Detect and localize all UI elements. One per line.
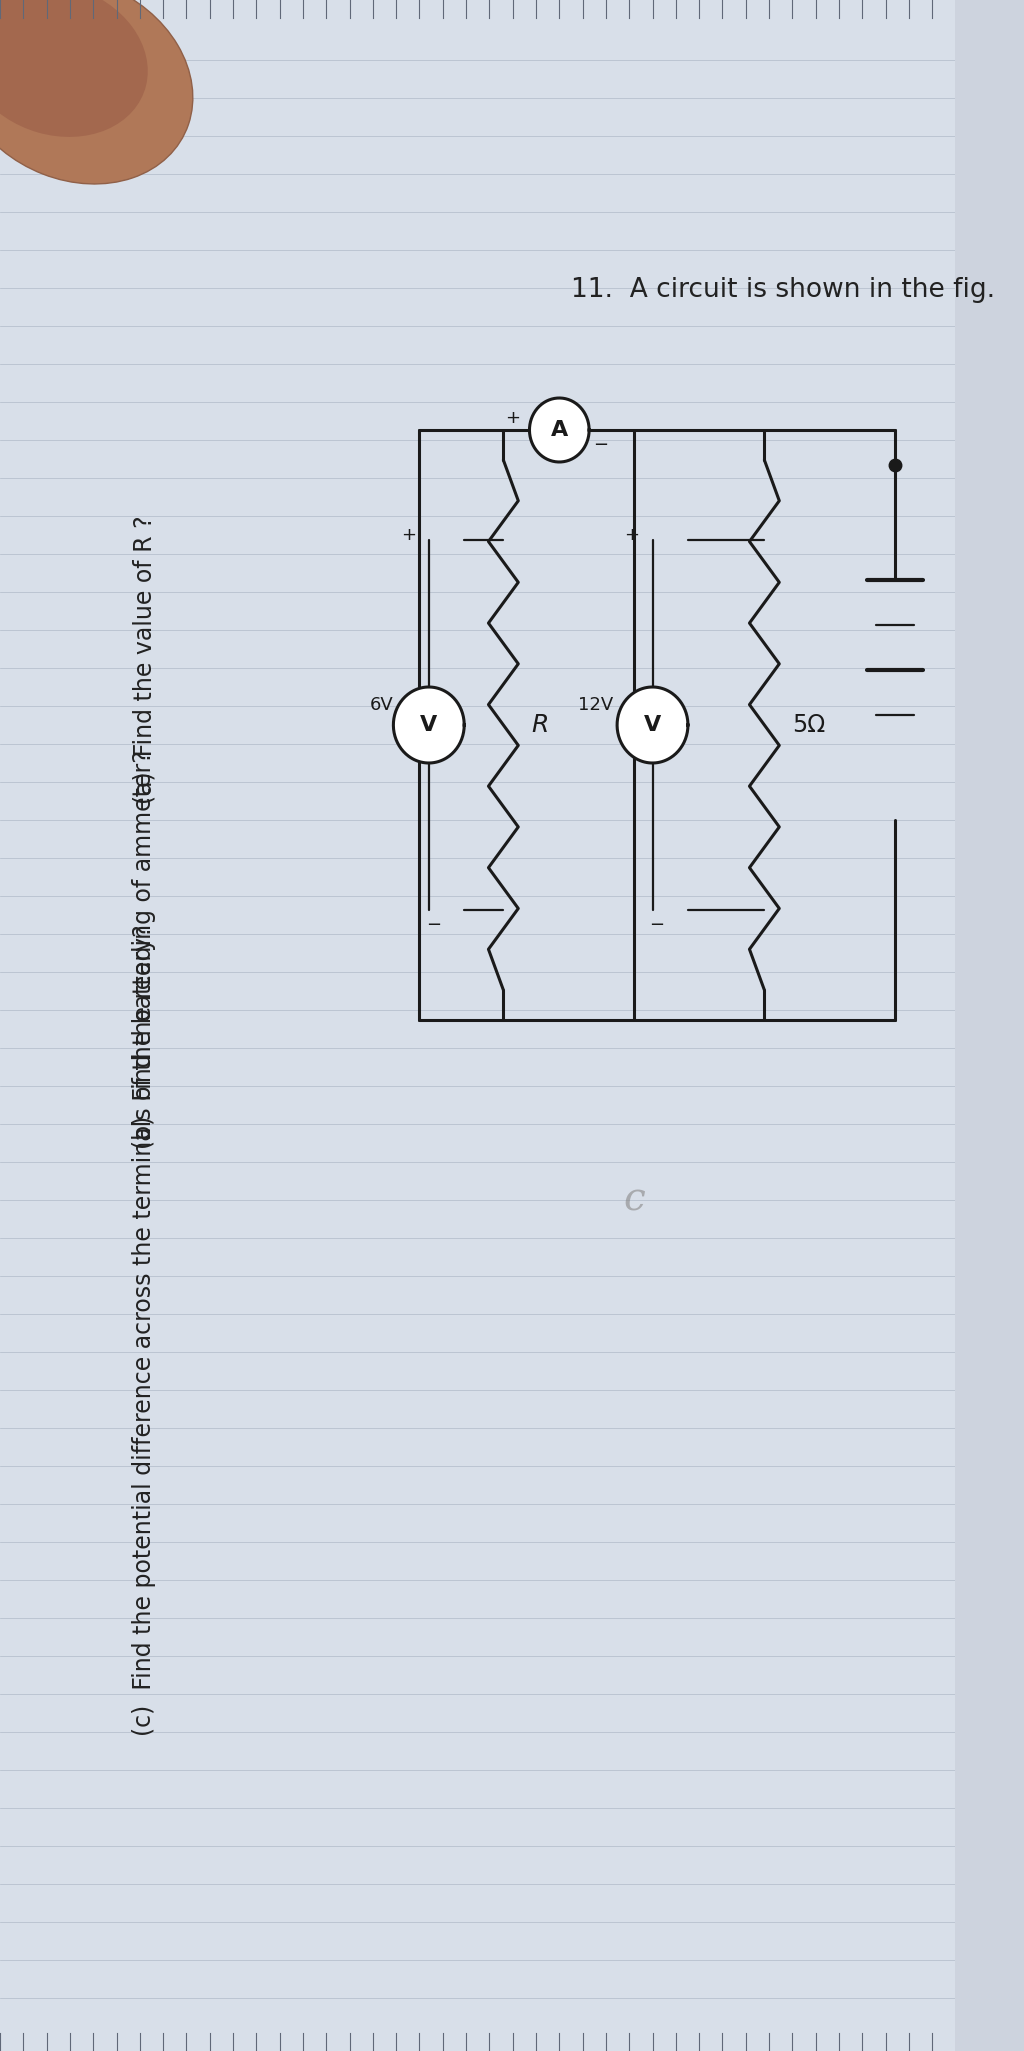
Text: V: V bbox=[644, 716, 662, 734]
Text: 5Ω: 5Ω bbox=[793, 714, 825, 736]
Polygon shape bbox=[393, 687, 464, 763]
Text: +: + bbox=[400, 525, 416, 544]
Text: 12V: 12V bbox=[579, 695, 613, 714]
Text: +: + bbox=[505, 408, 520, 427]
Text: +: + bbox=[625, 525, 640, 544]
Text: 11.  A circuit is shown in the fig.: 11. A circuit is shown in the fig. bbox=[571, 277, 995, 304]
Polygon shape bbox=[529, 398, 589, 461]
Text: −: − bbox=[649, 917, 665, 933]
Text: (c)  Find the potential difference across the terminals of the battery?: (c) Find the potential difference across… bbox=[132, 925, 157, 1735]
Text: −: − bbox=[593, 437, 608, 453]
Text: −: − bbox=[426, 917, 441, 933]
Text: c: c bbox=[623, 1181, 645, 1218]
Ellipse shape bbox=[0, 0, 147, 137]
Polygon shape bbox=[0, 0, 954, 2051]
Text: V: V bbox=[420, 716, 437, 734]
Polygon shape bbox=[617, 687, 688, 763]
Text: 6V: 6V bbox=[370, 695, 393, 714]
Text: A: A bbox=[551, 420, 568, 441]
Text: (a)  Find the value of R ?: (a) Find the value of R ? bbox=[132, 515, 157, 804]
Text: R: R bbox=[531, 714, 549, 736]
Text: (b)  Find the reading of ammeter?: (b) Find the reading of ammeter? bbox=[132, 751, 157, 1149]
Ellipse shape bbox=[0, 0, 193, 185]
